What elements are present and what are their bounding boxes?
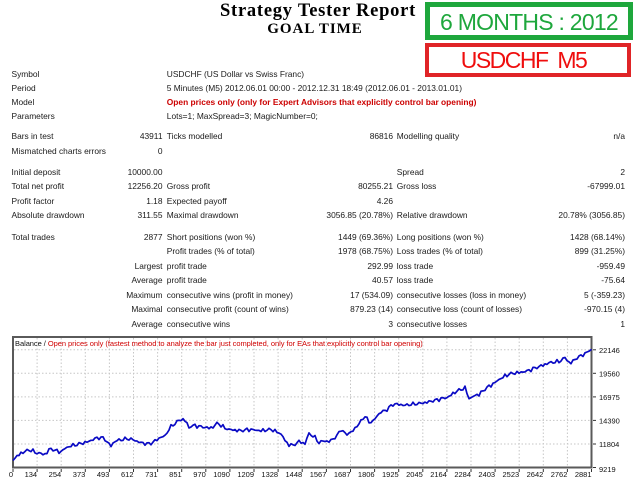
svg-text:16975: 16975 <box>599 393 620 402</box>
svg-text:493: 493 <box>97 470 110 479</box>
svg-text:851: 851 <box>169 470 182 479</box>
svg-text:1090: 1090 <box>213 470 230 479</box>
svg-text:0: 0 <box>9 470 13 479</box>
svg-text:11804: 11804 <box>599 440 619 449</box>
svg-text:1567: 1567 <box>310 470 327 479</box>
svg-text:2403: 2403 <box>478 470 495 479</box>
svg-text:1448: 1448 <box>286 470 303 479</box>
svg-text:2284: 2284 <box>454 470 471 479</box>
svg-text:1925: 1925 <box>382 470 399 479</box>
svg-text:612: 612 <box>121 470 134 479</box>
svg-text:134: 134 <box>25 470 38 479</box>
svg-text:19560: 19560 <box>599 369 620 378</box>
svg-text:2045: 2045 <box>406 470 423 479</box>
svg-text:970: 970 <box>193 470 206 479</box>
svg-text:9219: 9219 <box>599 465 616 474</box>
svg-text:254: 254 <box>49 470 62 479</box>
svg-text:1328: 1328 <box>261 470 278 479</box>
svg-text:373: 373 <box>73 470 86 479</box>
svg-text:1209: 1209 <box>237 470 254 479</box>
svg-text:22146: 22146 <box>599 346 620 355</box>
svg-text:2523: 2523 <box>503 470 520 479</box>
svg-text:Balance / Open prices only (fa: Balance / Open prices only (fastest meth… <box>15 339 423 348</box>
svg-text:2881: 2881 <box>575 470 592 479</box>
svg-text:1806: 1806 <box>358 470 375 479</box>
svg-text:2642: 2642 <box>527 470 544 479</box>
svg-text:2762: 2762 <box>551 470 568 479</box>
svg-text:1687: 1687 <box>334 470 351 479</box>
svg-text:731: 731 <box>145 470 158 479</box>
svg-text:2164: 2164 <box>430 470 447 479</box>
svg-text:14390: 14390 <box>599 416 620 425</box>
